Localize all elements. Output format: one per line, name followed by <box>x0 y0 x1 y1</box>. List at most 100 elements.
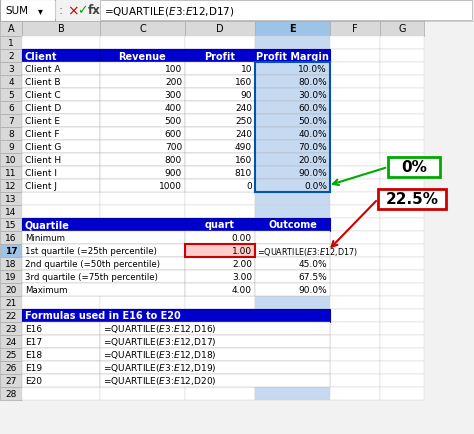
Text: Outcome: Outcome <box>268 220 317 230</box>
Bar <box>380 218 424 231</box>
Bar <box>380 322 424 335</box>
Bar <box>255 361 330 374</box>
Text: 0.00: 0.00 <box>232 233 252 243</box>
Bar <box>330 102 380 115</box>
Text: Client A: Client A <box>25 65 61 74</box>
Bar <box>185 128 255 141</box>
Bar <box>330 22 380 37</box>
Bar <box>255 22 330 37</box>
Bar <box>0 37 22 50</box>
Text: 27: 27 <box>5 376 17 385</box>
Text: Client E: Client E <box>25 117 60 126</box>
Bar <box>330 348 380 361</box>
Bar <box>22 141 100 154</box>
Bar <box>185 180 255 193</box>
Text: =QUARTILE($E$3:$E$12,D16): =QUARTILE($E$3:$E$12,D16) <box>103 323 217 335</box>
Bar <box>22 361 100 374</box>
Bar <box>100 270 185 283</box>
Text: 1000: 1000 <box>159 181 182 191</box>
Bar <box>185 115 255 128</box>
Bar <box>22 128 100 141</box>
Bar <box>22 167 100 180</box>
Bar <box>100 180 185 193</box>
Text: E19: E19 <box>25 363 42 372</box>
Bar <box>185 218 255 231</box>
Text: 16: 16 <box>5 233 17 243</box>
Text: 19: 19 <box>5 273 17 281</box>
Bar <box>255 206 330 218</box>
Bar <box>100 89 185 102</box>
Text: 28: 28 <box>5 389 17 398</box>
Text: 6: 6 <box>8 104 14 113</box>
Bar <box>0 244 22 257</box>
Text: ▾: ▾ <box>38 6 43 16</box>
Bar <box>330 322 380 335</box>
Bar <box>255 257 330 270</box>
Text: G: G <box>398 24 406 34</box>
Bar <box>0 335 22 348</box>
Bar <box>380 141 424 154</box>
Bar <box>0 102 22 115</box>
Bar <box>100 63 185 76</box>
Bar <box>380 180 424 193</box>
Bar <box>22 257 185 270</box>
Bar <box>255 102 330 115</box>
Bar <box>22 167 100 180</box>
Text: 30.0%: 30.0% <box>298 91 327 100</box>
Bar <box>185 322 255 335</box>
Bar <box>255 50 330 63</box>
Bar <box>0 348 22 361</box>
Bar <box>0 22 22 37</box>
Bar <box>100 206 185 218</box>
Text: 160: 160 <box>235 156 252 164</box>
Bar <box>0 361 22 374</box>
Bar <box>255 374 330 387</box>
Text: 300: 300 <box>165 91 182 100</box>
Bar <box>0 167 22 180</box>
Bar <box>100 309 185 322</box>
Text: 14: 14 <box>5 207 17 217</box>
Bar <box>330 244 380 257</box>
Bar <box>330 128 380 141</box>
Bar <box>330 387 380 400</box>
Text: 2nd quartile (=50th percentile): 2nd quartile (=50th percentile) <box>25 260 160 268</box>
Bar <box>100 115 185 128</box>
Bar <box>22 374 100 387</box>
Text: E: E <box>289 24 296 34</box>
Bar <box>22 374 100 387</box>
Bar <box>100 180 185 193</box>
Text: 21: 21 <box>5 298 17 307</box>
Bar <box>100 231 185 244</box>
Bar <box>185 231 255 244</box>
Bar <box>255 218 330 231</box>
Text: 25: 25 <box>5 350 17 359</box>
Text: 90.0%: 90.0% <box>298 169 327 178</box>
Bar <box>100 283 185 296</box>
Bar <box>330 374 380 387</box>
Bar <box>22 348 100 361</box>
Bar <box>255 180 330 193</box>
Bar <box>380 309 424 322</box>
Bar <box>330 50 380 63</box>
Text: 12: 12 <box>5 181 17 191</box>
Text: 40.0%: 40.0% <box>298 130 327 139</box>
Bar <box>100 102 185 115</box>
Bar <box>22 102 100 115</box>
Bar <box>0 180 22 193</box>
Text: Profit: Profit <box>204 51 236 61</box>
Bar <box>330 180 380 193</box>
Bar <box>22 37 100 50</box>
Text: Client: Client <box>25 51 57 61</box>
Bar <box>255 154 330 167</box>
Bar <box>380 154 424 167</box>
Bar <box>22 231 185 244</box>
Bar <box>22 244 185 257</box>
Bar <box>255 270 330 283</box>
Bar <box>22 115 100 128</box>
Text: E18: E18 <box>25 350 42 359</box>
Text: 26: 26 <box>5 363 17 372</box>
Bar <box>100 141 185 154</box>
Bar <box>255 63 330 76</box>
Bar <box>22 309 330 322</box>
Text: =QUARTILE($E$3:$E$12,D17): =QUARTILE($E$3:$E$12,D17) <box>103 336 217 348</box>
